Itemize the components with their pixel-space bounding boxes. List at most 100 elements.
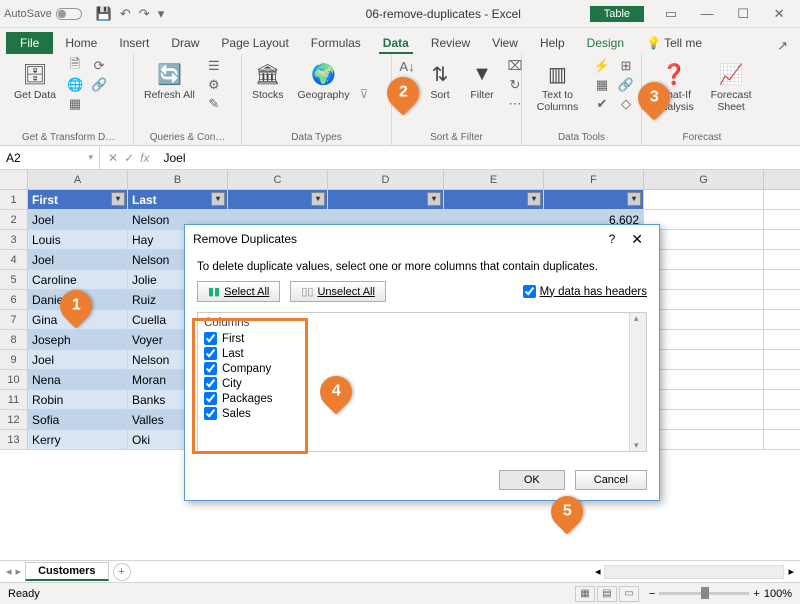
row-header[interactable]: 4: [0, 250, 28, 269]
cell[interactable]: [644, 190, 764, 209]
stocks-button[interactable]: 🏛 Stocks: [248, 58, 288, 104]
filter-dropdown-icon[interactable]: ▾: [311, 192, 325, 206]
tab-tellme[interactable]: 💡 Tell me: [636, 32, 712, 54]
redo-icon[interactable]: ↷: [139, 6, 150, 22]
columns-scrollbar[interactable]: [629, 313, 646, 451]
tab-insert[interactable]: Insert: [109, 32, 159, 54]
row-header[interactable]: 10: [0, 370, 28, 389]
save-icon[interactable]: 💾: [96, 6, 112, 22]
ribbon-options-icon[interactable]: ▭: [654, 2, 688, 26]
get-data-button[interactable]: 🗄 Get Data: [10, 58, 60, 104]
cell[interactable]: [644, 390, 764, 409]
col-header-b[interactable]: B: [128, 170, 228, 189]
cell[interactable]: [644, 290, 764, 309]
tab-design[interactable]: Design: [577, 32, 634, 54]
row-header[interactable]: 2: [0, 210, 28, 229]
row-header[interactable]: 11: [0, 390, 28, 409]
refresh-all-button[interactable]: 🔄 Refresh All: [140, 58, 199, 104]
col-header-g[interactable]: G: [644, 170, 764, 189]
cell[interactable]: Sofia: [28, 410, 128, 429]
dialog-close-icon[interactable]: ✕: [623, 231, 651, 248]
zoom-out-icon[interactable]: −: [649, 588, 655, 600]
select-all-button[interactable]: ▮▮Select All: [197, 281, 280, 302]
view-normal-icon[interactable]: ▦: [575, 586, 595, 602]
view-break-icon[interactable]: ▭: [619, 586, 639, 602]
cell[interactable]: [644, 210, 764, 229]
sort-az-icon[interactable]: A↓: [398, 58, 416, 74]
tab-home[interactable]: Home: [55, 32, 107, 54]
tab-draw[interactable]: Draw: [161, 32, 209, 54]
remove-duplicates-icon[interactable]: ▦: [593, 77, 611, 93]
zoom-control[interactable]: − + 100%: [649, 588, 792, 600]
from-table-icon[interactable]: ▦: [66, 96, 84, 112]
cell[interactable]: [644, 410, 764, 429]
row-header[interactable]: 9: [0, 350, 28, 369]
from-web-icon[interactable]: 🌐: [66, 77, 84, 93]
cell[interactable]: Louis: [28, 230, 128, 249]
table-header-first[interactable]: First▾: [28, 190, 128, 209]
filter-dropdown-icon[interactable]: ▾: [111, 192, 125, 206]
filter-button[interactable]: ▼ Filter: [464, 58, 500, 104]
existing-conn-icon[interactable]: 🔗: [90, 77, 108, 93]
tab-data[interactable]: Data: [373, 32, 419, 54]
column-checkbox[interactable]: Packages: [204, 391, 623, 406]
sheet-prev-icon[interactable]: ◂: [6, 565, 12, 578]
geography-button[interactable]: 🌍 Geography: [294, 58, 354, 104]
col-header-c[interactable]: C: [228, 170, 328, 189]
cell[interactable]: [644, 330, 764, 349]
zoom-track[interactable]: [659, 592, 749, 595]
table-header[interactable]: ▾: [228, 190, 328, 209]
cell[interactable]: [644, 230, 764, 249]
row-header[interactable]: 6: [0, 290, 28, 309]
sort-button[interactable]: ⇅ Sort: [422, 58, 458, 104]
sort-za-icon[interactable]: Z↓: [398, 77, 416, 93]
close-icon[interactable]: ✕: [762, 2, 796, 26]
cell[interactable]: Joel: [28, 250, 128, 269]
cell[interactable]: [644, 350, 764, 369]
filter-dropdown-icon[interactable]: ▾: [627, 192, 641, 206]
qat-dropdown-icon[interactable]: ▾: [158, 6, 165, 22]
from-text-icon[interactable]: 🗎: [66, 58, 84, 74]
zoom-level[interactable]: 100%: [764, 588, 792, 600]
column-checkbox[interactable]: Last: [204, 346, 623, 361]
select-all-corner[interactable]: [0, 170, 28, 189]
filter-dropdown-icon[interactable]: ▾: [211, 192, 225, 206]
name-box[interactable]: A2▾: [0, 146, 100, 169]
col-header-a[interactable]: A: [28, 170, 128, 189]
cell[interactable]: Daniel: [28, 290, 128, 309]
row-header[interactable]: 7: [0, 310, 28, 329]
cancel-edit-icon[interactable]: ✕: [108, 151, 118, 165]
sheet-tab[interactable]: Customers: [25, 562, 108, 581]
consolidate-icon[interactable]: ⊞: [617, 58, 635, 74]
cell[interactable]: [644, 270, 764, 289]
fx-icon[interactable]: fx: [140, 151, 149, 165]
autosave-toggle[interactable]: AutoSave: [4, 8, 82, 20]
column-checkbox[interactable]: Sales: [204, 406, 623, 421]
cell[interactable]: Joel: [28, 210, 128, 229]
table-header-last[interactable]: Last▾: [128, 190, 228, 209]
cell[interactable]: Gina: [28, 310, 128, 329]
namebox-dropdown-icon[interactable]: ▾: [88, 152, 93, 163]
hscroll-track[interactable]: [604, 565, 784, 579]
cell[interactable]: [644, 250, 764, 269]
confirm-edit-icon[interactable]: ✓: [124, 151, 134, 165]
table-header[interactable]: ▾: [544, 190, 644, 209]
col-header-f[interactable]: F: [544, 170, 644, 189]
formula-input[interactable]: Joel: [157, 151, 800, 165]
properties-icon[interactable]: ⚙: [205, 77, 223, 93]
zoom-in-icon[interactable]: +: [753, 588, 759, 600]
col-header-d[interactable]: D: [328, 170, 444, 189]
tab-review[interactable]: Review: [421, 32, 480, 54]
maximize-icon[interactable]: ☐: [726, 2, 760, 26]
edit-links-icon[interactable]: ✎: [205, 96, 223, 112]
ok-button[interactable]: OK: [499, 470, 565, 490]
headers-checkbox[interactable]: My data has headers: [523, 285, 647, 298]
cell[interactable]: [644, 310, 764, 329]
row-header[interactable]: 1: [0, 190, 28, 209]
cell[interactable]: [644, 430, 764, 449]
cancel-button[interactable]: Cancel: [575, 470, 647, 490]
col-header-e[interactable]: E: [444, 170, 544, 189]
tab-page-layout[interactable]: Page Layout: [211, 32, 298, 54]
dialog-help-icon[interactable]: ?: [601, 232, 624, 246]
sheet-next-icon[interactable]: ▸: [16, 565, 22, 578]
